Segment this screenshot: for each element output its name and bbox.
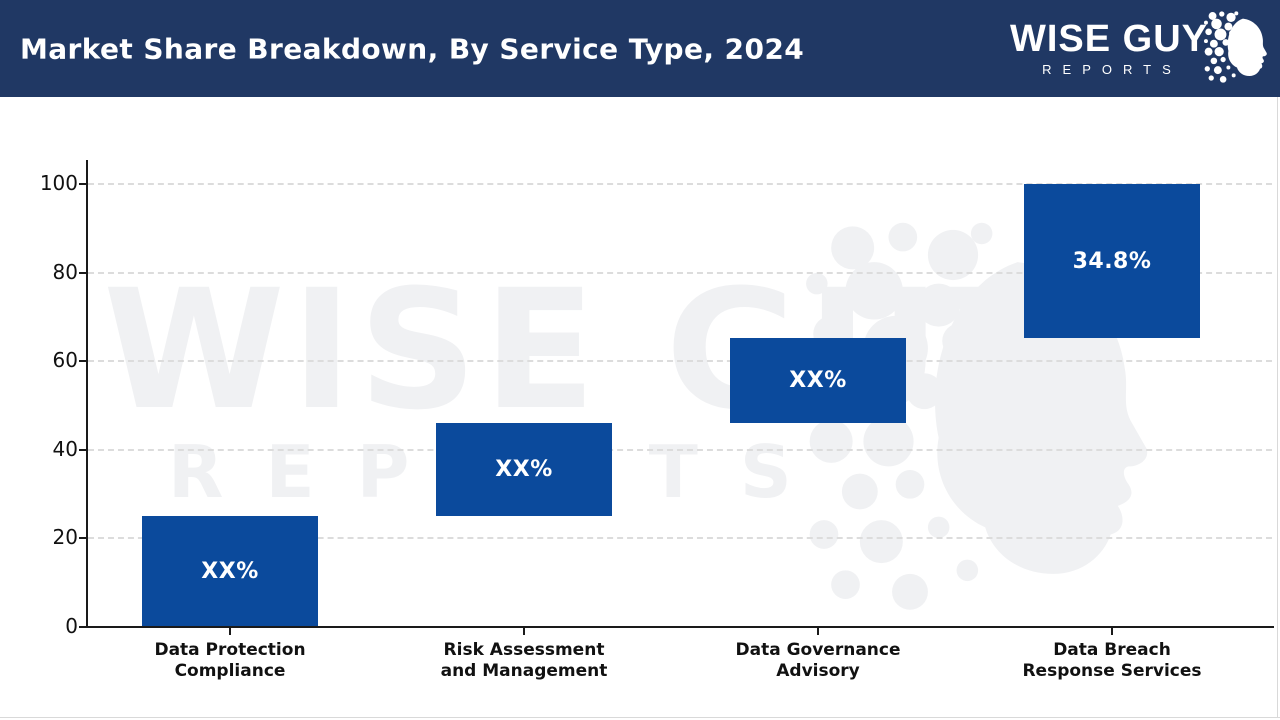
y-tick-label: 100 (39, 171, 78, 196)
gridline-20 (88, 537, 1272, 540)
gridline-100 (88, 183, 1272, 186)
right-border-line (1277, 97, 1278, 717)
y-tick-mark (79, 360, 86, 363)
y-axis-line (86, 160, 88, 628)
x-category-label-line: Data Governance (735, 640, 901, 660)
y-tick-mark (79, 271, 86, 274)
y-tick-mark (79, 537, 86, 540)
page-title: Market Share Breakdown, By Service Type,… (20, 32, 805, 65)
x-category-label-line: and Management (440, 661, 608, 682)
bottom-border-line (0, 717, 1280, 718)
y-tick-label: 20 (52, 525, 78, 550)
brand-name: WISE GUY (1009, 18, 1208, 60)
brand-logo-text: WISE GUY REPORTS (1010, 20, 1208, 77)
brand-logo: WISE GUY REPORTS (1010, 0, 1268, 97)
bar: XX% (730, 338, 906, 424)
bar-value-label: 34.8% (1072, 248, 1152, 274)
gridline-80 (88, 271, 1272, 274)
y-tick-mark (79, 626, 86, 628)
x-axis-line (86, 626, 1274, 628)
y-tick-mark (79, 448, 86, 451)
x-category-label-line: Response Services (1022, 661, 1202, 682)
y-tick-label: 60 (52, 348, 78, 373)
bar-value-label: XX% (789, 368, 847, 394)
y-tick-label: 80 (52, 259, 78, 284)
gridline-60 (88, 360, 1272, 363)
x-tick-mark (1111, 628, 1113, 635)
brand-subtitle: REPORTS (1042, 62, 1182, 77)
x-category-label-line: Risk Assessment (443, 640, 605, 660)
x-category-label: Risk Assessment and Management (374, 640, 674, 683)
y-tick-mark (79, 183, 86, 186)
x-category-label-line: Data Breach (1053, 640, 1171, 660)
x-tick-mark (817, 628, 819, 635)
x-category-label-line: Data Protection (154, 640, 306, 660)
bar-value-label: XX% (495, 457, 553, 483)
bar-value-label: XX% (201, 559, 259, 585)
gridline-40 (88, 448, 1272, 451)
x-tick-mark (229, 628, 231, 635)
wiseguy-face-icon (1202, 9, 1268, 89)
bar: XX% (142, 516, 318, 627)
y-tick-label: 0 (65, 614, 78, 638)
x-category-label-line: Compliance (174, 661, 286, 682)
x-tick-mark (523, 628, 525, 635)
x-category-label: Data Breach Response Services (962, 640, 1262, 683)
watermark-brand-text: WISE GUY (103, 254, 1073, 446)
x-category-label: Data Protection Compliance (80, 640, 380, 683)
bar: XX% (436, 423, 612, 517)
header-bar: Market Share Breakdown, By Service Type,… (0, 0, 1280, 97)
bar: 34.8% (1024, 184, 1200, 339)
x-category-label: Data Governance Advisory (668, 640, 968, 683)
y-tick-label: 40 (52, 436, 78, 461)
x-category-label-line: Advisory (776, 661, 860, 682)
